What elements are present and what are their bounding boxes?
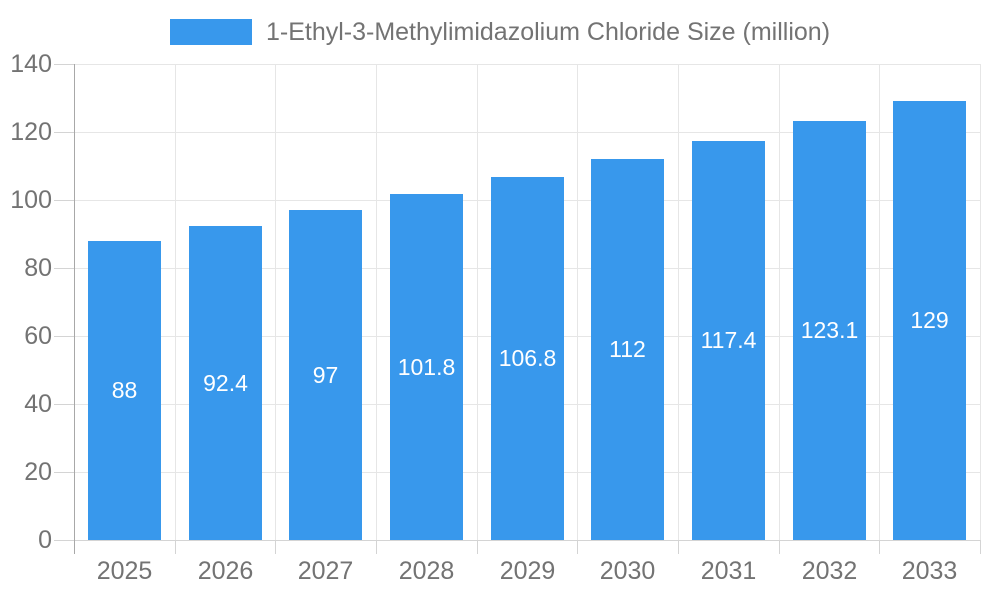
legend-label: 1-Ethyl-3-Methylimidazolium Chloride Siz… bbox=[265, 17, 831, 46]
y-tick bbox=[54, 404, 74, 405]
bar[interactable]: 101.8 bbox=[390, 194, 463, 540]
y-tick-label: 20 bbox=[24, 458, 52, 486]
x-tick bbox=[577, 540, 578, 554]
y-tick-label: 100 bbox=[10, 186, 52, 214]
x-grid-line bbox=[779, 64, 780, 540]
y-tick bbox=[54, 64, 74, 65]
bar[interactable]: 129 bbox=[893, 101, 966, 540]
x-tick bbox=[175, 540, 176, 554]
x-tick bbox=[275, 540, 276, 554]
x-tick bbox=[376, 540, 377, 554]
bar[interactable]: 123.1 bbox=[793, 121, 866, 540]
x-grid-line bbox=[678, 64, 679, 540]
y-tick-label: 120 bbox=[10, 118, 52, 146]
x-tick bbox=[879, 540, 880, 554]
x-tick-label: 2033 bbox=[901, 557, 958, 585]
y-tick-label: 40 bbox=[24, 390, 52, 418]
x-grid-line bbox=[879, 64, 880, 540]
y-axis-line bbox=[74, 64, 75, 554]
y-tick bbox=[54, 132, 74, 133]
y-tick bbox=[54, 472, 74, 473]
x-tick bbox=[779, 540, 780, 554]
y-tick-label: 80 bbox=[24, 254, 52, 282]
x-tick-label: 2027 bbox=[297, 557, 354, 585]
x-tick bbox=[477, 540, 478, 554]
y-tick bbox=[54, 268, 74, 269]
bar[interactable]: 97 bbox=[289, 210, 362, 540]
x-axis-line bbox=[74, 540, 980, 541]
y-tick-label: 140 bbox=[10, 50, 52, 78]
bar[interactable]: 112 bbox=[591, 159, 664, 540]
x-tick-label: 2031 bbox=[700, 557, 757, 585]
x-tick bbox=[980, 540, 981, 554]
x-grid-line bbox=[577, 64, 578, 540]
bar-value-label: 88 bbox=[111, 377, 138, 403]
x-grid-line bbox=[175, 64, 176, 540]
x-grid-line bbox=[376, 64, 377, 540]
x-tick-label: 2026 bbox=[197, 557, 254, 585]
bar-value-label: 92.4 bbox=[203, 369, 248, 396]
bar-value-label: 101.8 bbox=[397, 353, 456, 380]
x-grid-line bbox=[980, 64, 981, 540]
y-grid-line bbox=[74, 64, 980, 65]
x-tick-label: 2025 bbox=[96, 557, 153, 585]
x-grid-line bbox=[275, 64, 276, 540]
legend-swatch bbox=[169, 19, 252, 45]
x-grid-line bbox=[477, 64, 478, 540]
bar[interactable]: 117.4 bbox=[692, 141, 765, 540]
x-tick-label: 2030 bbox=[599, 557, 656, 585]
y-tick bbox=[54, 540, 74, 541]
legend[interactable]: 1-Ethyl-3-Methylimidazolium Chloride Siz… bbox=[0, 16, 1000, 48]
bar-value-label: 112 bbox=[609, 336, 646, 362]
bar-value-label: 129 bbox=[910, 307, 949, 333]
bar-value-label: 117.4 bbox=[700, 327, 757, 353]
bar-value-label: 97 bbox=[312, 361, 339, 388]
y-tick-label: 0 bbox=[38, 526, 52, 554]
bar[interactable]: 106.8 bbox=[491, 177, 564, 540]
y-tick bbox=[54, 336, 74, 337]
bar-value-label: 106.8 bbox=[498, 345, 557, 371]
bar-value-label: 123.1 bbox=[800, 317, 859, 343]
y-grid-line bbox=[74, 132, 980, 133]
y-tick-label: 60 bbox=[24, 322, 52, 350]
x-tick-label: 2029 bbox=[499, 557, 556, 585]
x-tick bbox=[678, 540, 679, 554]
bar[interactable]: 92.4 bbox=[189, 226, 262, 540]
bar[interactable]: 88 bbox=[88, 241, 161, 540]
x-tick-label: 2028 bbox=[398, 557, 455, 585]
y-tick bbox=[54, 200, 74, 201]
x-tick-label: 2032 bbox=[801, 557, 858, 585]
